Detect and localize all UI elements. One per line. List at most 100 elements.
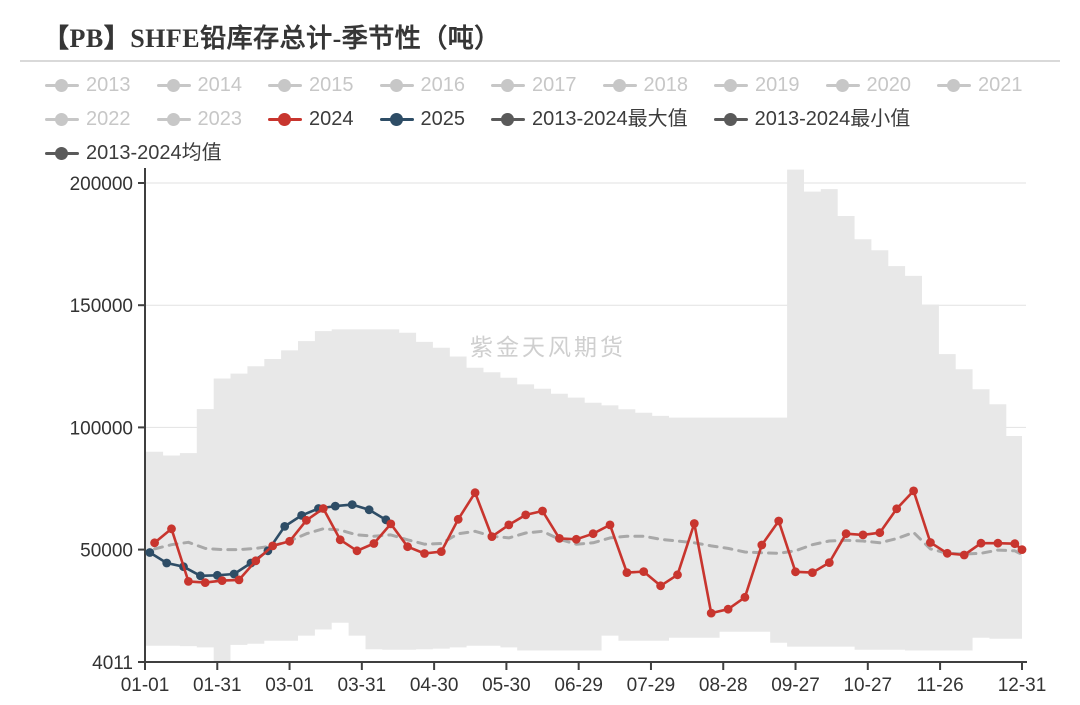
series-2024-marker <box>606 521 615 530</box>
legend-series-marker-icon <box>714 111 748 127</box>
legend-item-2016[interactable]: 2016 <box>380 75 466 95</box>
legend-row-2: 2022 2023 2024 2025 2013-2024最大值 2013-2024最小值 <box>45 102 1055 136</box>
series-2025-marker <box>145 548 154 557</box>
x-tick-label: 10-27 <box>843 675 892 696</box>
series-2024-marker <box>842 529 851 538</box>
series-2024-marker <box>774 517 783 526</box>
x-tick-label: 03-31 <box>338 675 387 696</box>
series-2024-marker <box>741 593 750 602</box>
series-2025-marker <box>280 522 289 531</box>
series-2024-marker <box>656 581 665 590</box>
series-2024-marker <box>150 538 159 547</box>
series-2024-marker <box>724 605 733 614</box>
legend-series-marker-icon <box>268 77 302 93</box>
x-tick-label: 11-26 <box>916 675 963 696</box>
watermark: 紫金天风期货 <box>470 328 626 362</box>
series-2025-marker <box>348 500 357 509</box>
series-2024-marker <box>471 488 480 497</box>
x-tick-label: 12-31 <box>998 675 1047 696</box>
series-2024-marker <box>808 568 817 577</box>
series-2024-marker <box>589 529 598 538</box>
legend-label: 2020 <box>867 75 912 95</box>
x-tick-label: 04-30 <box>410 675 459 696</box>
legend-series-marker-icon <box>380 111 414 127</box>
legend-label: 2018 <box>644 75 689 95</box>
legend-item-2013-2024最大值[interactable]: 2013-2024最大值 <box>491 109 688 129</box>
series-2024-marker <box>488 532 497 541</box>
x-tick-label: 06-29 <box>554 675 603 696</box>
legend-label: 2013-2024均值 <box>86 143 222 163</box>
legend-item-2021[interactable]: 2021 <box>937 75 1023 95</box>
series-2024-marker <box>623 568 632 577</box>
legend-series-marker-icon <box>937 77 971 93</box>
legend-label: 2022 <box>86 109 131 129</box>
series-2024-marker <box>555 534 564 543</box>
legend-item-2014[interactable]: 2014 <box>157 75 243 95</box>
legend-series-marker-icon <box>714 77 748 93</box>
legend-series-marker-icon <box>45 111 79 127</box>
y-tick-label: 200000 <box>70 174 133 195</box>
legend-row-3: 2013-2024均值 <box>45 136 1055 170</box>
legend-label: 2013-2024最小值 <box>755 109 911 129</box>
legend-item-2022[interactable]: 2022 <box>45 109 131 129</box>
series-2024-marker <box>251 556 260 565</box>
legend-label: 2024 <box>309 109 354 129</box>
series-2024-marker <box>184 577 193 586</box>
series-2024-marker <box>403 542 412 551</box>
series-2024-marker <box>943 549 952 558</box>
series-2024-marker <box>977 539 986 548</box>
series-2024-marker <box>757 541 766 550</box>
series-2024-marker <box>892 504 901 513</box>
series-2024-marker <box>218 576 227 585</box>
legend-item-2017[interactable]: 2017 <box>491 75 577 95</box>
legend-label: 2013 <box>86 75 131 95</box>
legend-series-marker-icon <box>45 145 79 161</box>
series-2024-marker <box>235 576 244 585</box>
legend-item-2025[interactable]: 2025 <box>380 109 466 129</box>
y-tick-label: 150000 <box>70 296 133 317</box>
legend-row-1: 2013 2014 2015 2016 2017 2018 2019 2020 2021 <box>45 68 1055 102</box>
legend-label: 2025 <box>421 109 466 129</box>
legend-label: 2016 <box>421 75 466 95</box>
series-2024-marker <box>201 578 210 587</box>
series-2024-marker <box>926 538 935 547</box>
legend-item-2019[interactable]: 2019 <box>714 75 800 95</box>
legend-item-2018[interactable]: 2018 <box>603 75 689 95</box>
legend-item-2013-2024最小值[interactable]: 2013-2024最小值 <box>714 109 911 129</box>
series-2024-marker <box>336 535 345 544</box>
minmax-band <box>145 170 1022 662</box>
legend: 2013 2014 2015 2016 2017 2018 2019 2020 2021 2022… <box>45 68 1055 170</box>
series-2025-marker <box>365 505 374 514</box>
series-2024-marker <box>791 567 800 576</box>
series-2024-marker <box>909 487 918 496</box>
series-2024-marker <box>859 531 868 540</box>
series-2024-marker <box>572 535 581 544</box>
legend-label: 2023 <box>198 109 243 129</box>
legend-label: 2014 <box>198 75 243 95</box>
series-2024-marker <box>875 528 884 537</box>
x-tick-label: 05-30 <box>482 675 531 696</box>
series-2024-marker <box>268 542 277 551</box>
legend-item-2023[interactable]: 2023 <box>157 109 243 129</box>
legend-item-2024[interactable]: 2024 <box>268 109 354 129</box>
series-2024-marker <box>504 521 513 530</box>
legend-item-2020[interactable]: 2020 <box>826 75 912 95</box>
series-2024-marker <box>285 537 294 546</box>
x-tick-label: 08-28 <box>699 675 748 696</box>
legend-series-marker-icon <box>45 77 79 93</box>
series-2024-marker <box>707 609 716 618</box>
legend-item-2013[interactable]: 2013 <box>45 75 131 95</box>
legend-series-marker-icon <box>491 77 525 93</box>
legend-series-marker-icon <box>268 111 302 127</box>
legend-label: 2017 <box>532 75 577 95</box>
series-2024-marker <box>302 516 311 525</box>
legend-item-2015[interactable]: 2015 <box>268 75 354 95</box>
series-2024-marker <box>353 546 362 555</box>
series-2024-marker <box>386 520 395 529</box>
x-tick-label: 01-31 <box>193 675 242 696</box>
legend-series-marker-icon <box>157 77 191 93</box>
legend-item-2013-2024均值[interactable]: 2013-2024均值 <box>45 143 222 163</box>
series-2024-marker <box>960 551 969 560</box>
legend-series-marker-icon <box>380 77 414 93</box>
series-2024-marker <box>673 570 682 579</box>
